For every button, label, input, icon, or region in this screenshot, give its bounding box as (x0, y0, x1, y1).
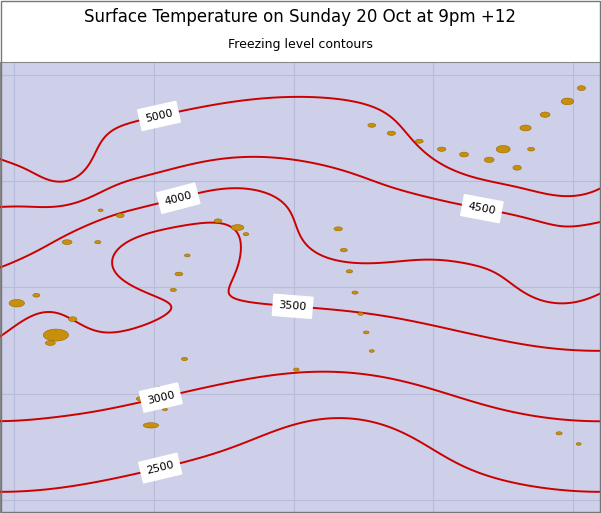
Ellipse shape (484, 157, 494, 163)
Ellipse shape (520, 125, 531, 131)
Ellipse shape (352, 291, 358, 294)
Ellipse shape (214, 219, 222, 223)
Text: Freezing level contours: Freezing level contours (228, 38, 373, 51)
Ellipse shape (415, 139, 423, 143)
Ellipse shape (369, 350, 374, 352)
Ellipse shape (136, 397, 149, 401)
Ellipse shape (368, 123, 376, 127)
Ellipse shape (528, 147, 535, 151)
Ellipse shape (185, 254, 190, 257)
Ellipse shape (540, 112, 550, 117)
Text: Surface Temperature on Sunday 20 Oct at 9pm +12: Surface Temperature on Sunday 20 Oct at … (85, 8, 516, 26)
Ellipse shape (387, 131, 395, 135)
Text: 2500: 2500 (145, 460, 175, 476)
Ellipse shape (170, 288, 176, 291)
Ellipse shape (182, 358, 188, 361)
Ellipse shape (358, 312, 364, 315)
Ellipse shape (231, 225, 244, 230)
Ellipse shape (346, 270, 353, 273)
Ellipse shape (98, 209, 103, 211)
Ellipse shape (340, 248, 347, 252)
Ellipse shape (143, 423, 159, 428)
Ellipse shape (156, 387, 162, 390)
Text: 4500: 4500 (467, 201, 496, 216)
Ellipse shape (175, 272, 183, 276)
Ellipse shape (46, 341, 55, 345)
Ellipse shape (513, 165, 521, 170)
Ellipse shape (9, 300, 25, 307)
Text: 3000: 3000 (146, 389, 175, 406)
Ellipse shape (162, 408, 168, 411)
Ellipse shape (243, 232, 249, 236)
Text: 3500: 3500 (278, 300, 307, 312)
Ellipse shape (43, 329, 69, 341)
Ellipse shape (496, 146, 510, 153)
Ellipse shape (556, 432, 562, 435)
Ellipse shape (62, 240, 72, 245)
Ellipse shape (438, 147, 446, 151)
Ellipse shape (364, 331, 369, 334)
Text: 4000: 4000 (163, 190, 193, 207)
Ellipse shape (561, 98, 574, 105)
Ellipse shape (577, 86, 585, 90)
Ellipse shape (460, 152, 469, 157)
Ellipse shape (334, 227, 343, 231)
Ellipse shape (576, 443, 581, 445)
Ellipse shape (293, 368, 299, 371)
Ellipse shape (95, 241, 101, 244)
Text: 5000: 5000 (144, 108, 174, 124)
Ellipse shape (33, 293, 40, 297)
Ellipse shape (116, 213, 124, 218)
Ellipse shape (69, 317, 77, 322)
